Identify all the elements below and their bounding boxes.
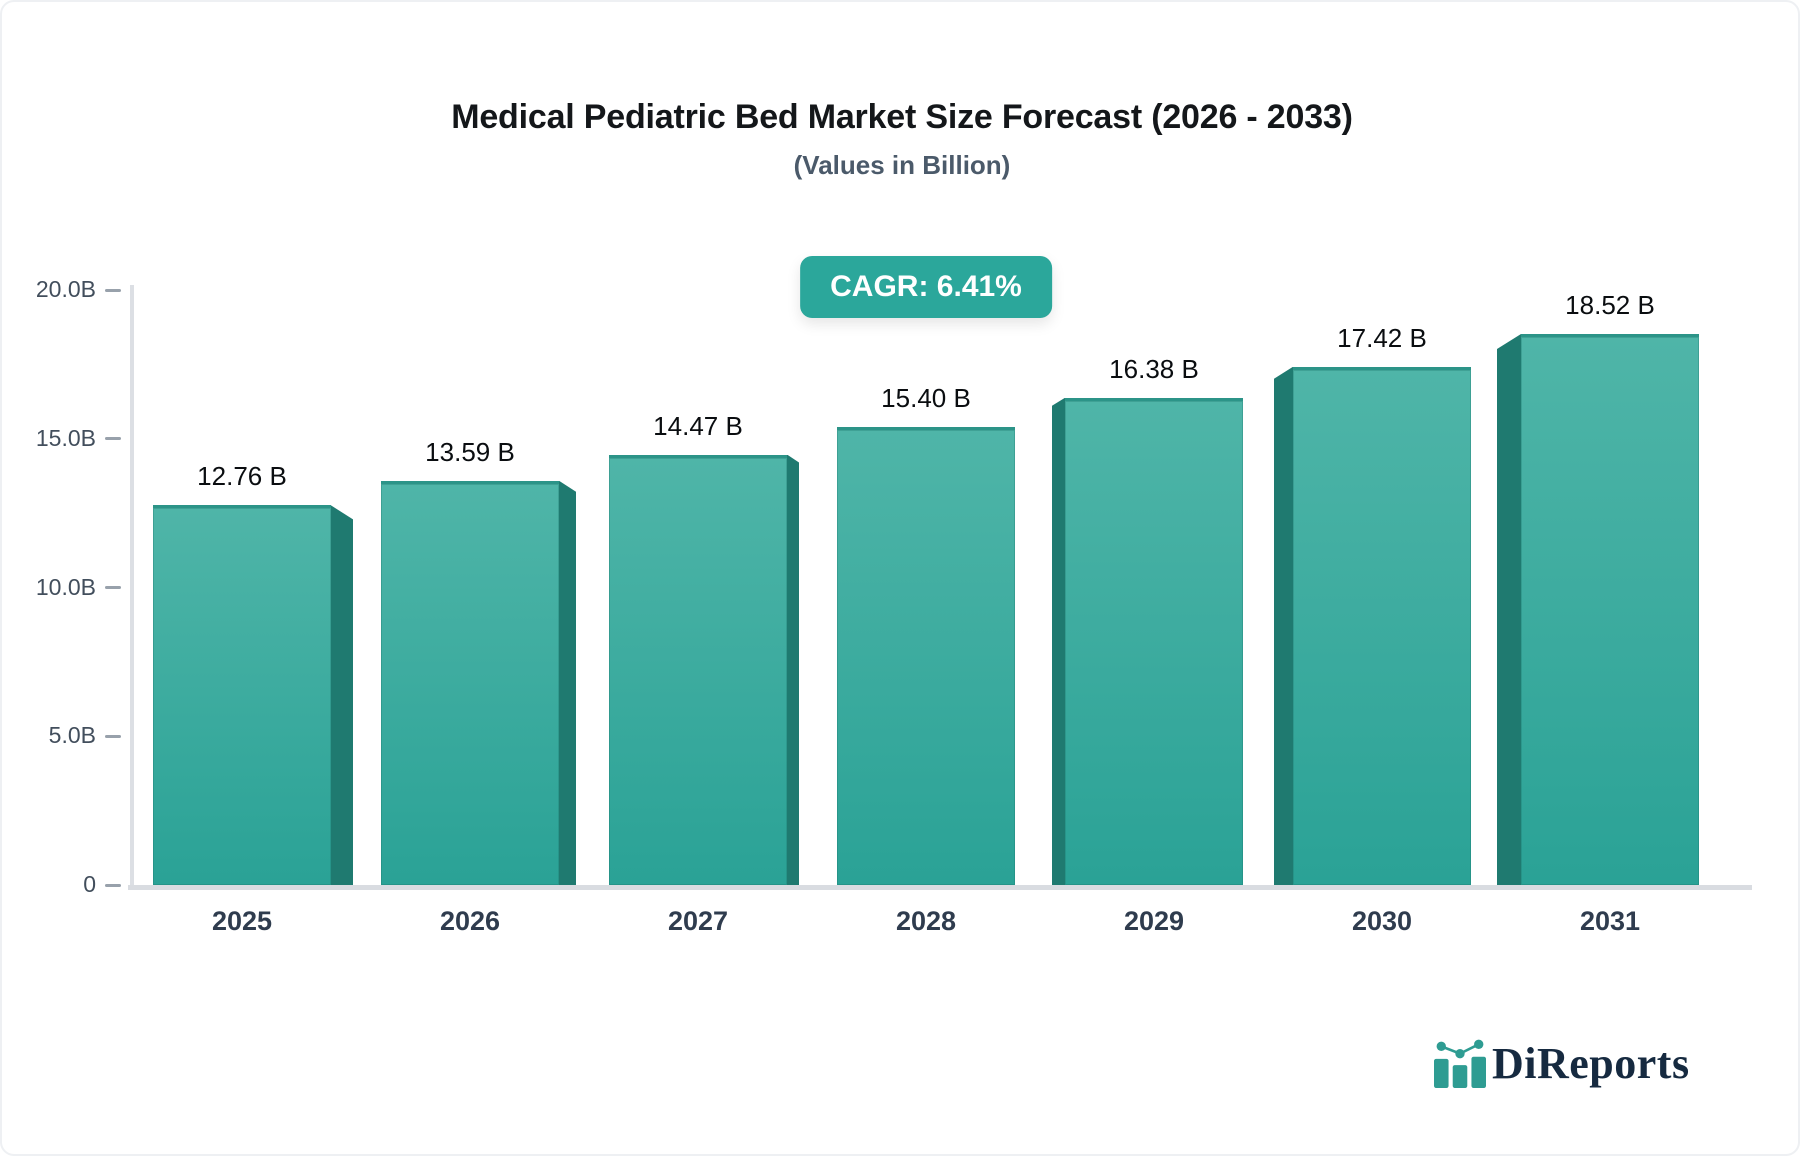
x-axis-label-2030: 2030 bbox=[1351, 906, 1413, 936]
bar-value-label-2029: 16.38 B bbox=[1109, 353, 1199, 384]
y-tick-dash bbox=[105, 586, 121, 589]
bar-2026-side-face bbox=[559, 480, 576, 885]
bar-value-label-2026: 13.59 B bbox=[425, 436, 515, 467]
x-axis-label-2025: 2025 bbox=[211, 906, 273, 936]
bar-2026 bbox=[381, 480, 559, 885]
bar-2030 bbox=[1293, 366, 1471, 885]
x-axis-label-2031: 2031 bbox=[1579, 906, 1641, 936]
y-tick-dash bbox=[105, 734, 121, 738]
y-tick-dash bbox=[105, 437, 121, 441]
x-axis-label-2026: 2026 bbox=[439, 906, 501, 936]
x-axis-label-2029: 2029 bbox=[1123, 906, 1185, 936]
bar-value-label-2027: 14.47 B bbox=[653, 410, 743, 441]
bar-value-label-2031: 18.52 B bbox=[1565, 290, 1655, 321]
y-tick-label: 20.0B bbox=[35, 276, 96, 302]
x-axis-label-2027: 2027 bbox=[667, 906, 729, 936]
logo-text: DiReports bbox=[1492, 1039, 1690, 1088]
bar-2029-side-face bbox=[1052, 397, 1065, 885]
bar-value-label-2025: 12.76 B bbox=[197, 461, 287, 492]
y-axis-line bbox=[130, 285, 134, 885]
bar-2028 bbox=[837, 426, 1015, 885]
bar-2027-side-face bbox=[787, 454, 799, 885]
y-tick-label: 15.0B bbox=[35, 424, 96, 451]
bar-2031 bbox=[1521, 334, 1699, 885]
y-tick-label: 5.0B bbox=[48, 722, 96, 749]
x-axis-label-2028: 2028 bbox=[895, 906, 957, 936]
bar-value-label-2030: 17.42 B bbox=[1337, 322, 1427, 353]
chart-subtitle: (Values in Billion) bbox=[793, 150, 1011, 180]
y-tick-label: 10.0B bbox=[35, 573, 96, 600]
x-axis-line bbox=[128, 885, 1752, 890]
chart-title: Medical Pediatric Bed Market Size Foreca… bbox=[451, 98, 1353, 136]
y-tick-label: 0 bbox=[83, 871, 96, 897]
bar-2030-side-face bbox=[1274, 366, 1293, 885]
y-tick-dash bbox=[105, 883, 121, 887]
bar-2029 bbox=[1065, 397, 1243, 885]
bar-2025-side-face bbox=[331, 505, 353, 885]
bar-value-label-2028: 15.40 B bbox=[881, 382, 971, 413]
bar-2025 bbox=[153, 505, 331, 885]
logo: DiReports bbox=[1434, 1038, 1690, 1088]
bar-2027 bbox=[609, 454, 787, 885]
bar-2031-side-face bbox=[1497, 334, 1521, 885]
cagr-badge: CAGR: 6.41% bbox=[800, 256, 1052, 318]
bar-chart-logo-icon bbox=[1434, 1039, 1486, 1088]
y-tick-dash bbox=[105, 288, 121, 292]
